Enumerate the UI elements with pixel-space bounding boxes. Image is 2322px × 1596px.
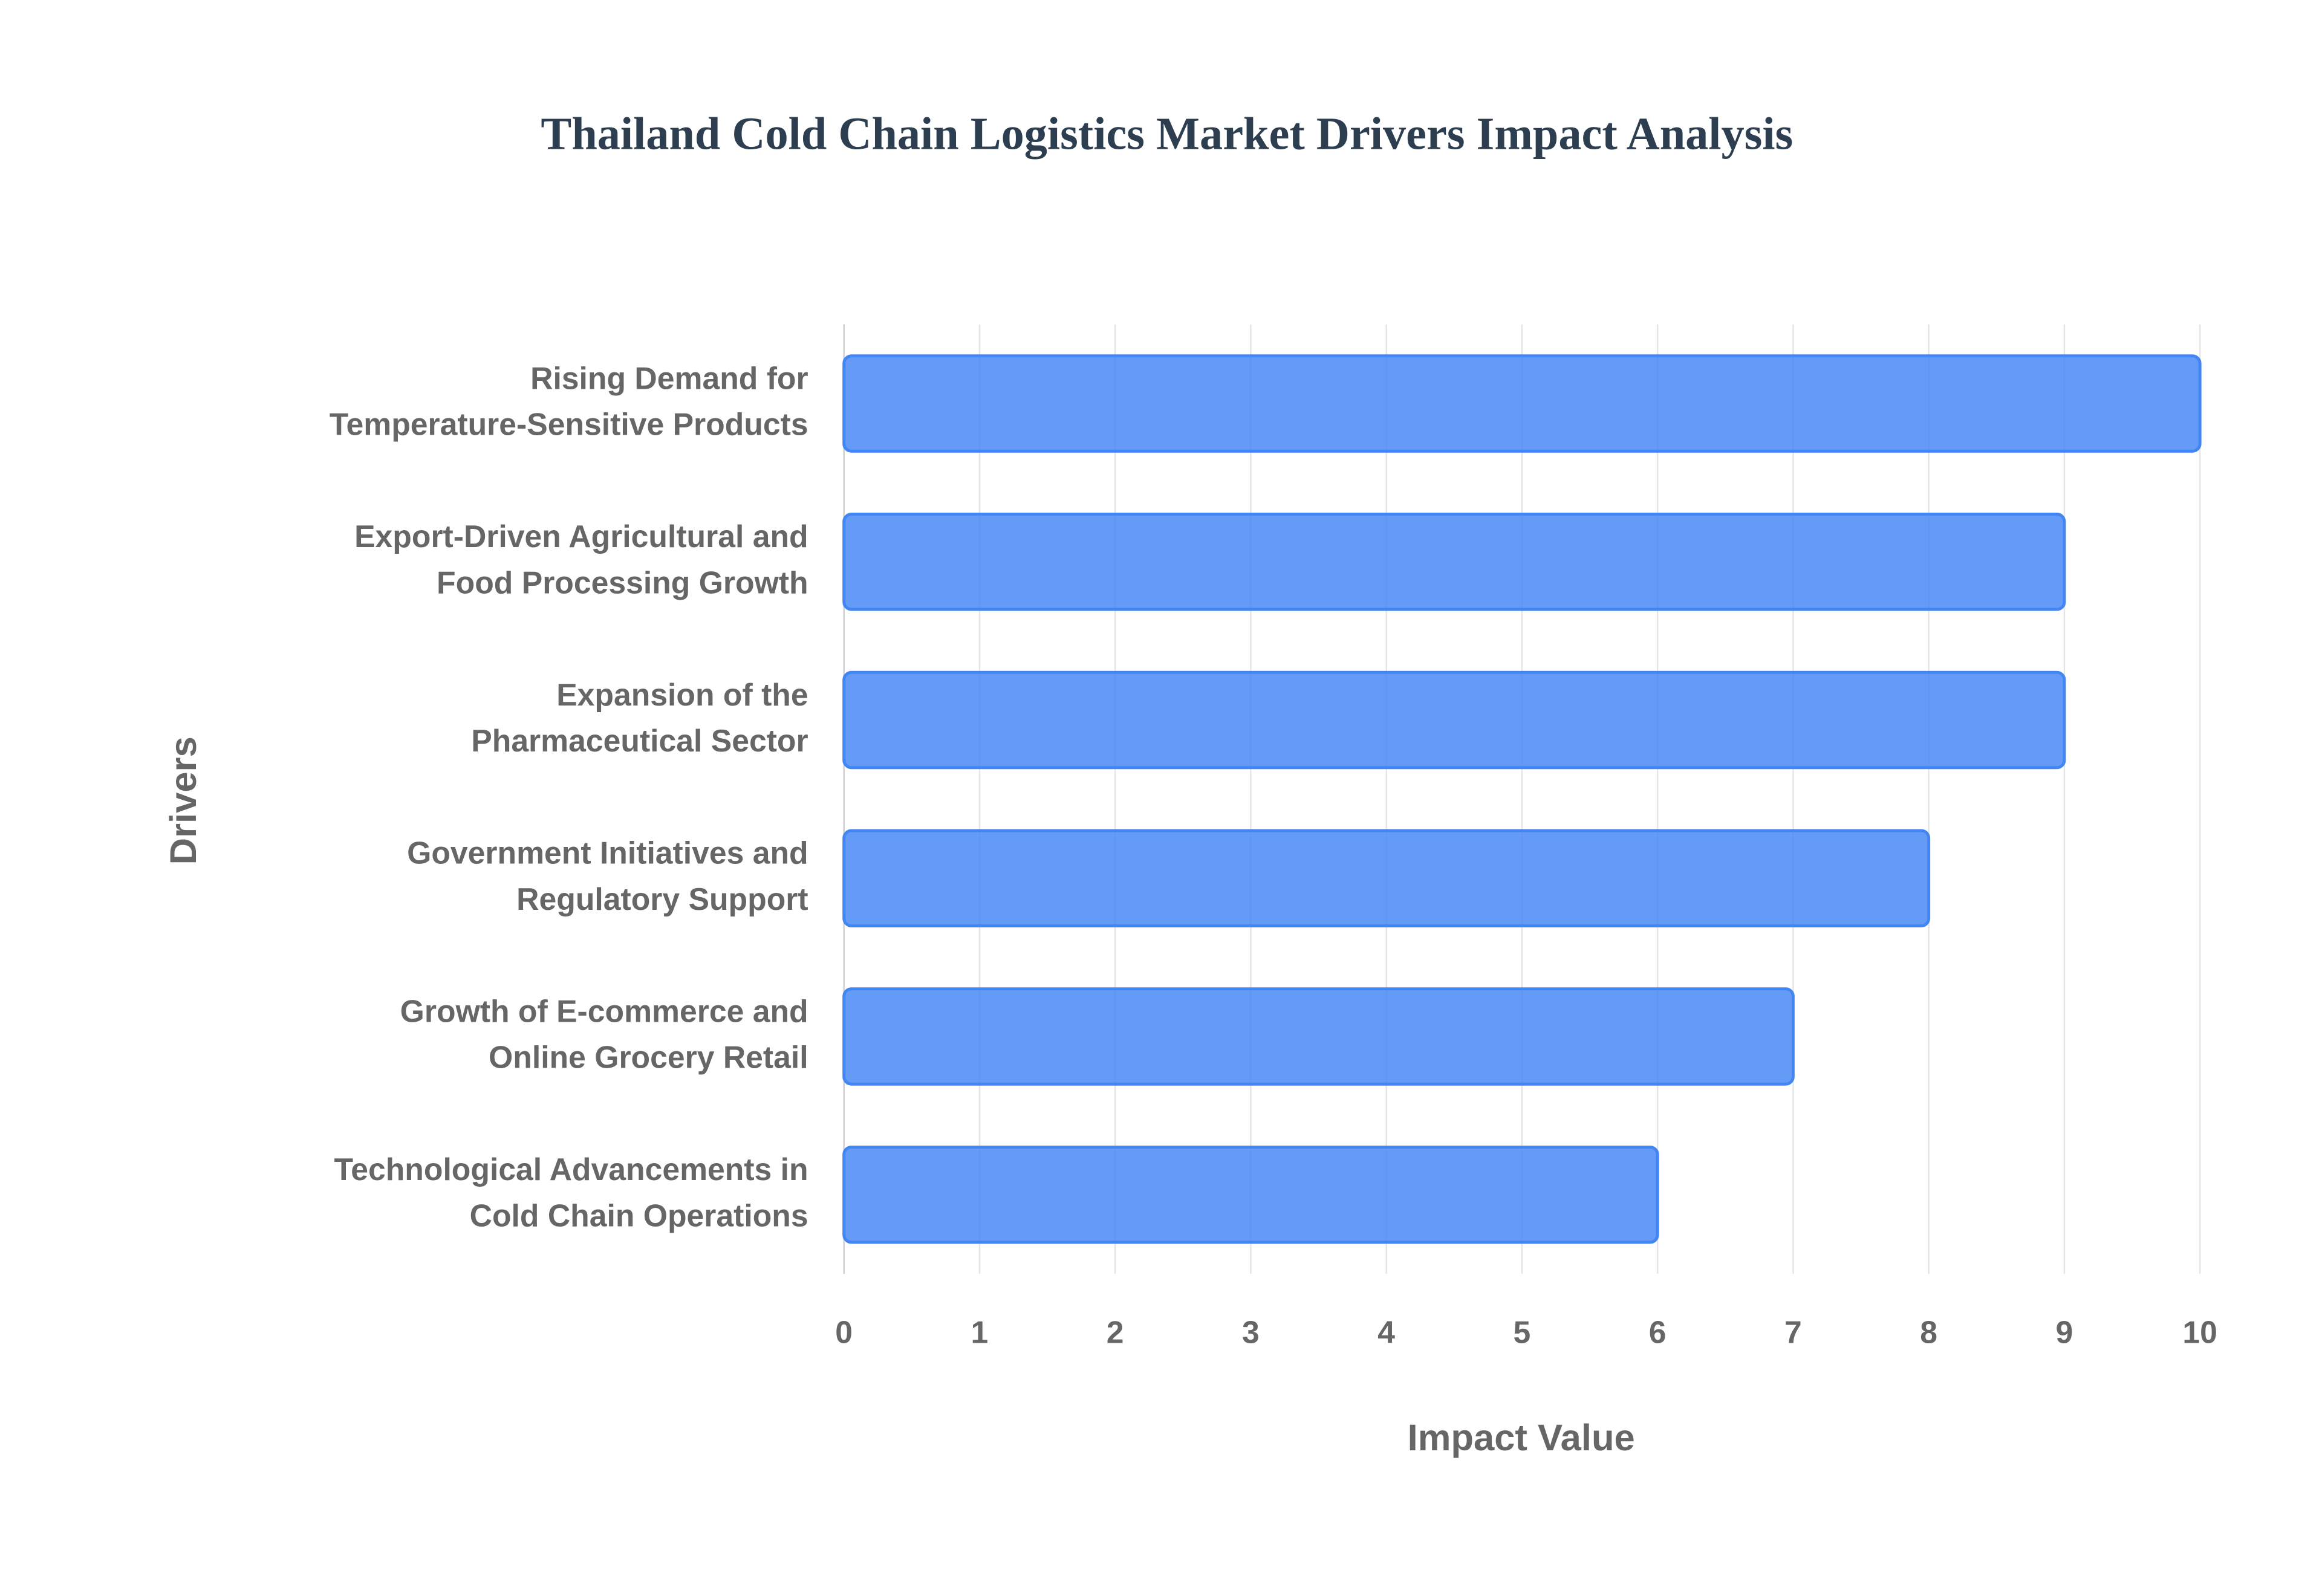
y-tick-label-line: Government Initiatives and	[407, 835, 808, 870]
y-tick-label-line: Temperature-Sensitive Products	[330, 406, 808, 441]
x-tick-label: 7	[1784, 1315, 1802, 1350]
bars	[842, 354, 2202, 1244]
y-tick-label-line: Food Processing Growth	[437, 565, 808, 600]
y-tick-label-line: Expansion of the	[556, 676, 808, 712]
y-tick-label-line: Pharmaceutical Sector	[471, 723, 808, 758]
y-tick-label-line: Cold Chain Operations	[470, 1198, 808, 1233]
y-tick-label: Expansion of the Pharmaceutical Sector	[471, 676, 808, 757]
x-tick-label: 3	[1242, 1315, 1260, 1350]
y-tick-label-line: Growth of E-commerce and	[400, 993, 808, 1028]
y-tick-label-line: Rising Demand for	[530, 360, 808, 395]
x-tick-label: 4	[1377, 1315, 1395, 1350]
y-axis-title: Drivers	[163, 736, 204, 864]
x-tick-label: 2	[1107, 1315, 1124, 1350]
bar	[842, 513, 2066, 611]
y-tick-label: Technological Advancements in Cold Chain …	[334, 1152, 808, 1233]
x-axis-title: Impact Value	[1408, 1417, 1635, 1459]
y-tick-label-line: Technological Advancements in	[334, 1152, 808, 1187]
bar	[842, 670, 2066, 770]
bar	[842, 1145, 1659, 1244]
y-tick-label: Rising Demand for Temperature-Sensitive P…	[330, 360, 808, 441]
chart-title: Thailand Cold Chain Logistics Market Dri…	[541, 108, 1793, 159]
x-tick-label: 8	[1920, 1315, 1937, 1350]
y-tick-label: Growth of E-commerce and Online Grocery R…	[400, 993, 808, 1074]
bar	[842, 829, 1931, 927]
y-tick-label: Export-Driven Agricultural and Food Proce…	[354, 519, 808, 600]
y-tick-label-line: Export-Driven Agricultural and	[354, 519, 808, 554]
bar	[842, 987, 1795, 1086]
x-tick-label: 6	[1649, 1315, 1667, 1350]
bar	[842, 354, 2202, 453]
x-tick-label: 5	[1514, 1315, 1531, 1350]
x-tick-label: 10	[2182, 1315, 2217, 1350]
y-tick-label: Government Initiatives and Regulatory Sup…	[407, 835, 808, 916]
y-tick-label-line: Online Grocery Retail	[489, 1039, 808, 1074]
x-tick-label: 1	[971, 1315, 989, 1350]
x-tick-label: 9	[2056, 1315, 2073, 1350]
y-tick-label-line: Regulatory Support	[516, 881, 808, 916]
x-tick-label: 0	[835, 1315, 853, 1350]
grid: 0 1 2 3 4 5 6 7 8 9 10 Rising Demand for Temperature…	[330, 324, 2217, 1350]
